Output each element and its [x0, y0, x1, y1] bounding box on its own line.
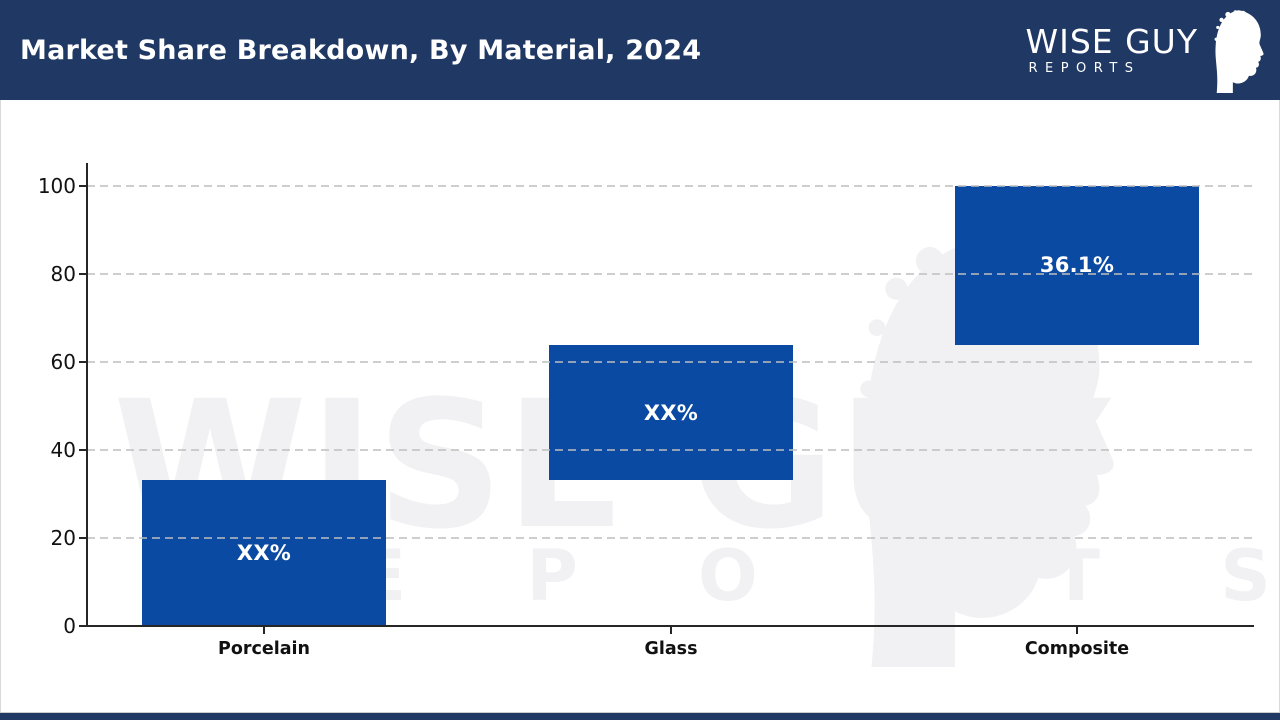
page-title: Market Share Breakdown, By Material, 202…	[20, 34, 702, 66]
gridline	[87, 449, 1253, 451]
footer-bar	[0, 712, 1280, 720]
x-category-label: Porcelain	[218, 639, 310, 659]
bar-composite: 36.1%	[955, 186, 1199, 345]
gridline	[87, 185, 1253, 187]
y-tick-label: 100	[37, 174, 76, 198]
y-tick	[79, 361, 86, 363]
brand-name: WISE GUY	[1025, 22, 1198, 61]
y-tick-label: 20	[50, 526, 76, 550]
y-tick	[79, 625, 86, 627]
gridline	[87, 273, 1253, 275]
y-tick	[79, 185, 86, 187]
y-tick	[79, 537, 86, 539]
x-tick	[1076, 627, 1078, 634]
x-axis-line	[86, 625, 1254, 627]
y-tick	[79, 273, 86, 275]
bar-value-label: XX%	[236, 541, 292, 566]
header-bar: Market Share Breakdown, By Material, 202…	[0, 0, 1280, 100]
brand-logo: WISE GUY REPORTS	[1025, 7, 1270, 93]
x-tick	[670, 627, 672, 634]
brand-subname: REPORTS	[1028, 61, 1141, 76]
gridline	[87, 361, 1253, 363]
bar-value-label: XX%	[643, 400, 699, 425]
y-tick-label: 60	[50, 350, 76, 374]
bar-porcelain: XX%	[142, 480, 386, 626]
x-category-label: Composite	[1024, 639, 1130, 659]
face-profile-logo-icon	[1214, 10, 1264, 93]
x-tick	[263, 627, 265, 634]
y-tick-label: 0	[63, 614, 76, 638]
y-tick	[79, 449, 86, 451]
y-axis-line	[86, 163, 88, 627]
gridline	[87, 537, 1253, 539]
bar-glass: XX%	[549, 344, 793, 481]
brand-logo-text: WISE GUY REPORTS	[1025, 25, 1198, 75]
y-tick-label: 80	[50, 262, 76, 286]
x-category-label: Glass	[644, 639, 698, 659]
y-tick-label: 40	[50, 438, 76, 462]
